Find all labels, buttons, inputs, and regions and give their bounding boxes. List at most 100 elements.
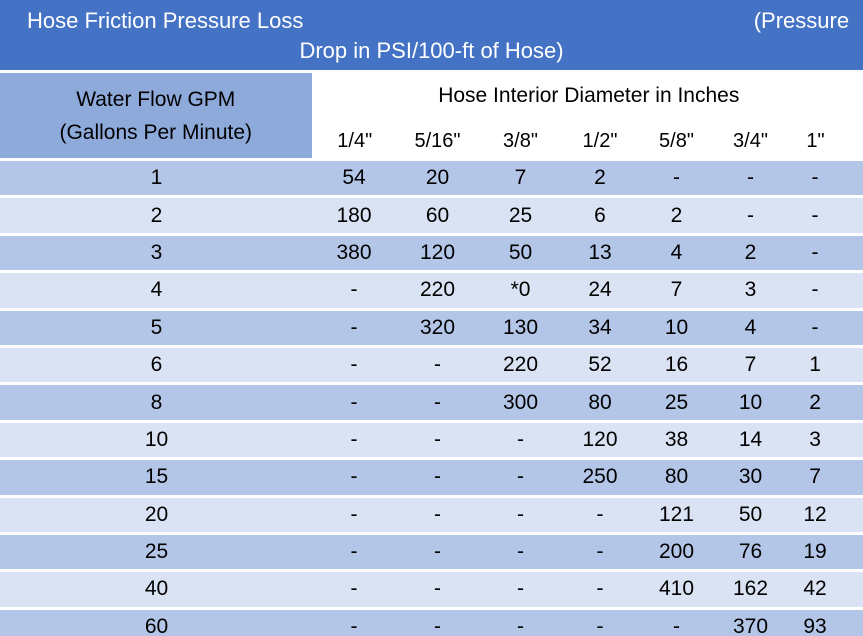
table-row: 5-320 130 34 10 4- (0, 307, 863, 347)
value-cell: 370 (714, 606, 787, 636)
title-text-left: Hose Friction Pressure Loss (27, 8, 304, 33)
value-cell: 7 (787, 457, 863, 497)
gpm-cell: 8 (0, 382, 313, 422)
value-cell: - (313, 382, 395, 422)
value-cell: - (313, 531, 395, 571)
value-cell: - (561, 569, 639, 609)
value-cell: 76 (714, 531, 787, 571)
title-row: Hose Friction Pressure Loss (Pressure Dr… (0, 0, 863, 73)
value-cell: - (313, 494, 395, 534)
value-cell: 180 (313, 195, 395, 235)
gpm-cell: 5 (0, 307, 313, 347)
value-cell: - (313, 270, 395, 310)
value-cell: - (313, 569, 395, 609)
value-cell: 52 (561, 344, 639, 384)
value-cell: 6 (561, 195, 639, 235)
value-cell: - (714, 195, 787, 235)
value-cell: - (787, 195, 863, 235)
value-cell: 300 (480, 382, 561, 422)
value-cell: 1 (787, 344, 863, 384)
gpm-cell: 2 (0, 195, 313, 235)
value-cell: 12 (787, 494, 863, 534)
value-cell: - (313, 457, 395, 497)
value-cell: 80 (561, 382, 639, 422)
value-cell: 80 (639, 457, 714, 497)
value-cell: 14 (714, 419, 787, 459)
row-axis-header: Water Flow GPM (Gallons Per Minute) (0, 71, 315, 160)
col-header-5: 5/8" (639, 116, 714, 160)
value-cell: 60 (395, 195, 480, 235)
title-line-1: Hose Friction Pressure Loss (Pressure (0, 0, 863, 35)
value-cell: 10 (714, 382, 787, 422)
value-cell: - (395, 457, 480, 497)
col-header-1: 1/4" (313, 116, 395, 160)
value-cell: 38 (639, 419, 714, 459)
value-cell: 410 (639, 569, 714, 609)
value-cell: - (480, 606, 561, 636)
value-cell: - (313, 307, 395, 347)
value-cell: - (787, 307, 863, 347)
value-cell: - (395, 531, 480, 571)
value-cell: *0 (480, 270, 561, 310)
value-cell: - (395, 494, 480, 534)
value-cell: - (395, 382, 480, 422)
value-cell: - (480, 494, 561, 534)
gpm-cell: 15 (0, 457, 313, 497)
value-cell: - (561, 531, 639, 571)
table-row: 25- - - -200 76 19 (0, 531, 863, 571)
table-row: 10- - -120 38 14 3 (0, 419, 863, 459)
table-body: 1 54 20 7 2- - -2 180 60 25 6 2- -3 380 120 50 13 4 2-4-22… (0, 157, 863, 636)
table-row: 6- -220 52 16 7 1 (0, 344, 863, 384)
value-cell: 4 (639, 232, 714, 272)
value-cell: 50 (480, 232, 561, 272)
value-cell: - (787, 157, 863, 197)
gpm-cell: 40 (0, 569, 313, 609)
gpm-cell: 3 (0, 232, 313, 272)
value-cell: 2 (787, 382, 863, 422)
value-cell: - (639, 606, 714, 636)
gpm-cell: 60 (0, 606, 313, 636)
value-cell: 50 (714, 494, 787, 534)
row-axis-header-title: Water Flow GPM (76, 87, 236, 111)
value-cell: 19 (787, 531, 863, 571)
gpm-cell: 4 (0, 270, 313, 310)
value-cell: 10 (639, 307, 714, 347)
value-cell: - (561, 606, 639, 636)
value-cell: - (480, 569, 561, 609)
value-cell: 130 (480, 307, 561, 347)
value-cell: 220 (395, 270, 480, 310)
table-row: 2 180 60 25 6 2- - (0, 195, 863, 235)
value-cell: - (480, 531, 561, 571)
value-cell: 220 (480, 344, 561, 384)
value-cell: 120 (561, 419, 639, 459)
value-cell: 16 (639, 344, 714, 384)
value-cell: 7 (639, 270, 714, 310)
value-cell: 320 (395, 307, 480, 347)
value-cell: 25 (480, 195, 561, 235)
value-cell: - (313, 344, 395, 384)
value-cell: - (313, 606, 395, 636)
table-row: 3 380 120 50 13 4 2- (0, 232, 863, 272)
value-cell: 2 (639, 195, 714, 235)
table-row: 15- - -250 80 30 7 (0, 457, 863, 497)
column-group-header: Hose Interior Diameter in Inches (313, 71, 863, 116)
gpm-cell: 6 (0, 344, 313, 384)
value-cell: 380 (313, 232, 395, 272)
col-header-4: 1/2" (561, 116, 639, 160)
subheader-row: Water Flow GPM (Gallons Per Minute) Hose… (0, 71, 863, 160)
gpm-cell: 20 (0, 494, 313, 534)
value-cell: 120 (395, 232, 480, 272)
table-row: 4-220 *0 24 7 3- (0, 270, 863, 310)
col-header-6: 3/4" (714, 116, 787, 160)
value-cell: 25 (639, 382, 714, 422)
table-row: 60- - - - -370 93 (0, 606, 863, 636)
title-text-right: (Pressure (753, 8, 850, 33)
table-row: 40- - - -410 162 42 (0, 569, 863, 609)
table-row: 1 54 20 7 2- - - (0, 157, 863, 197)
value-cell: - (561, 494, 639, 534)
value-cell: 7 (714, 344, 787, 384)
value-cell: 24 (561, 270, 639, 310)
value-cell: 2 (714, 232, 787, 272)
value-cell: 121 (639, 494, 714, 534)
